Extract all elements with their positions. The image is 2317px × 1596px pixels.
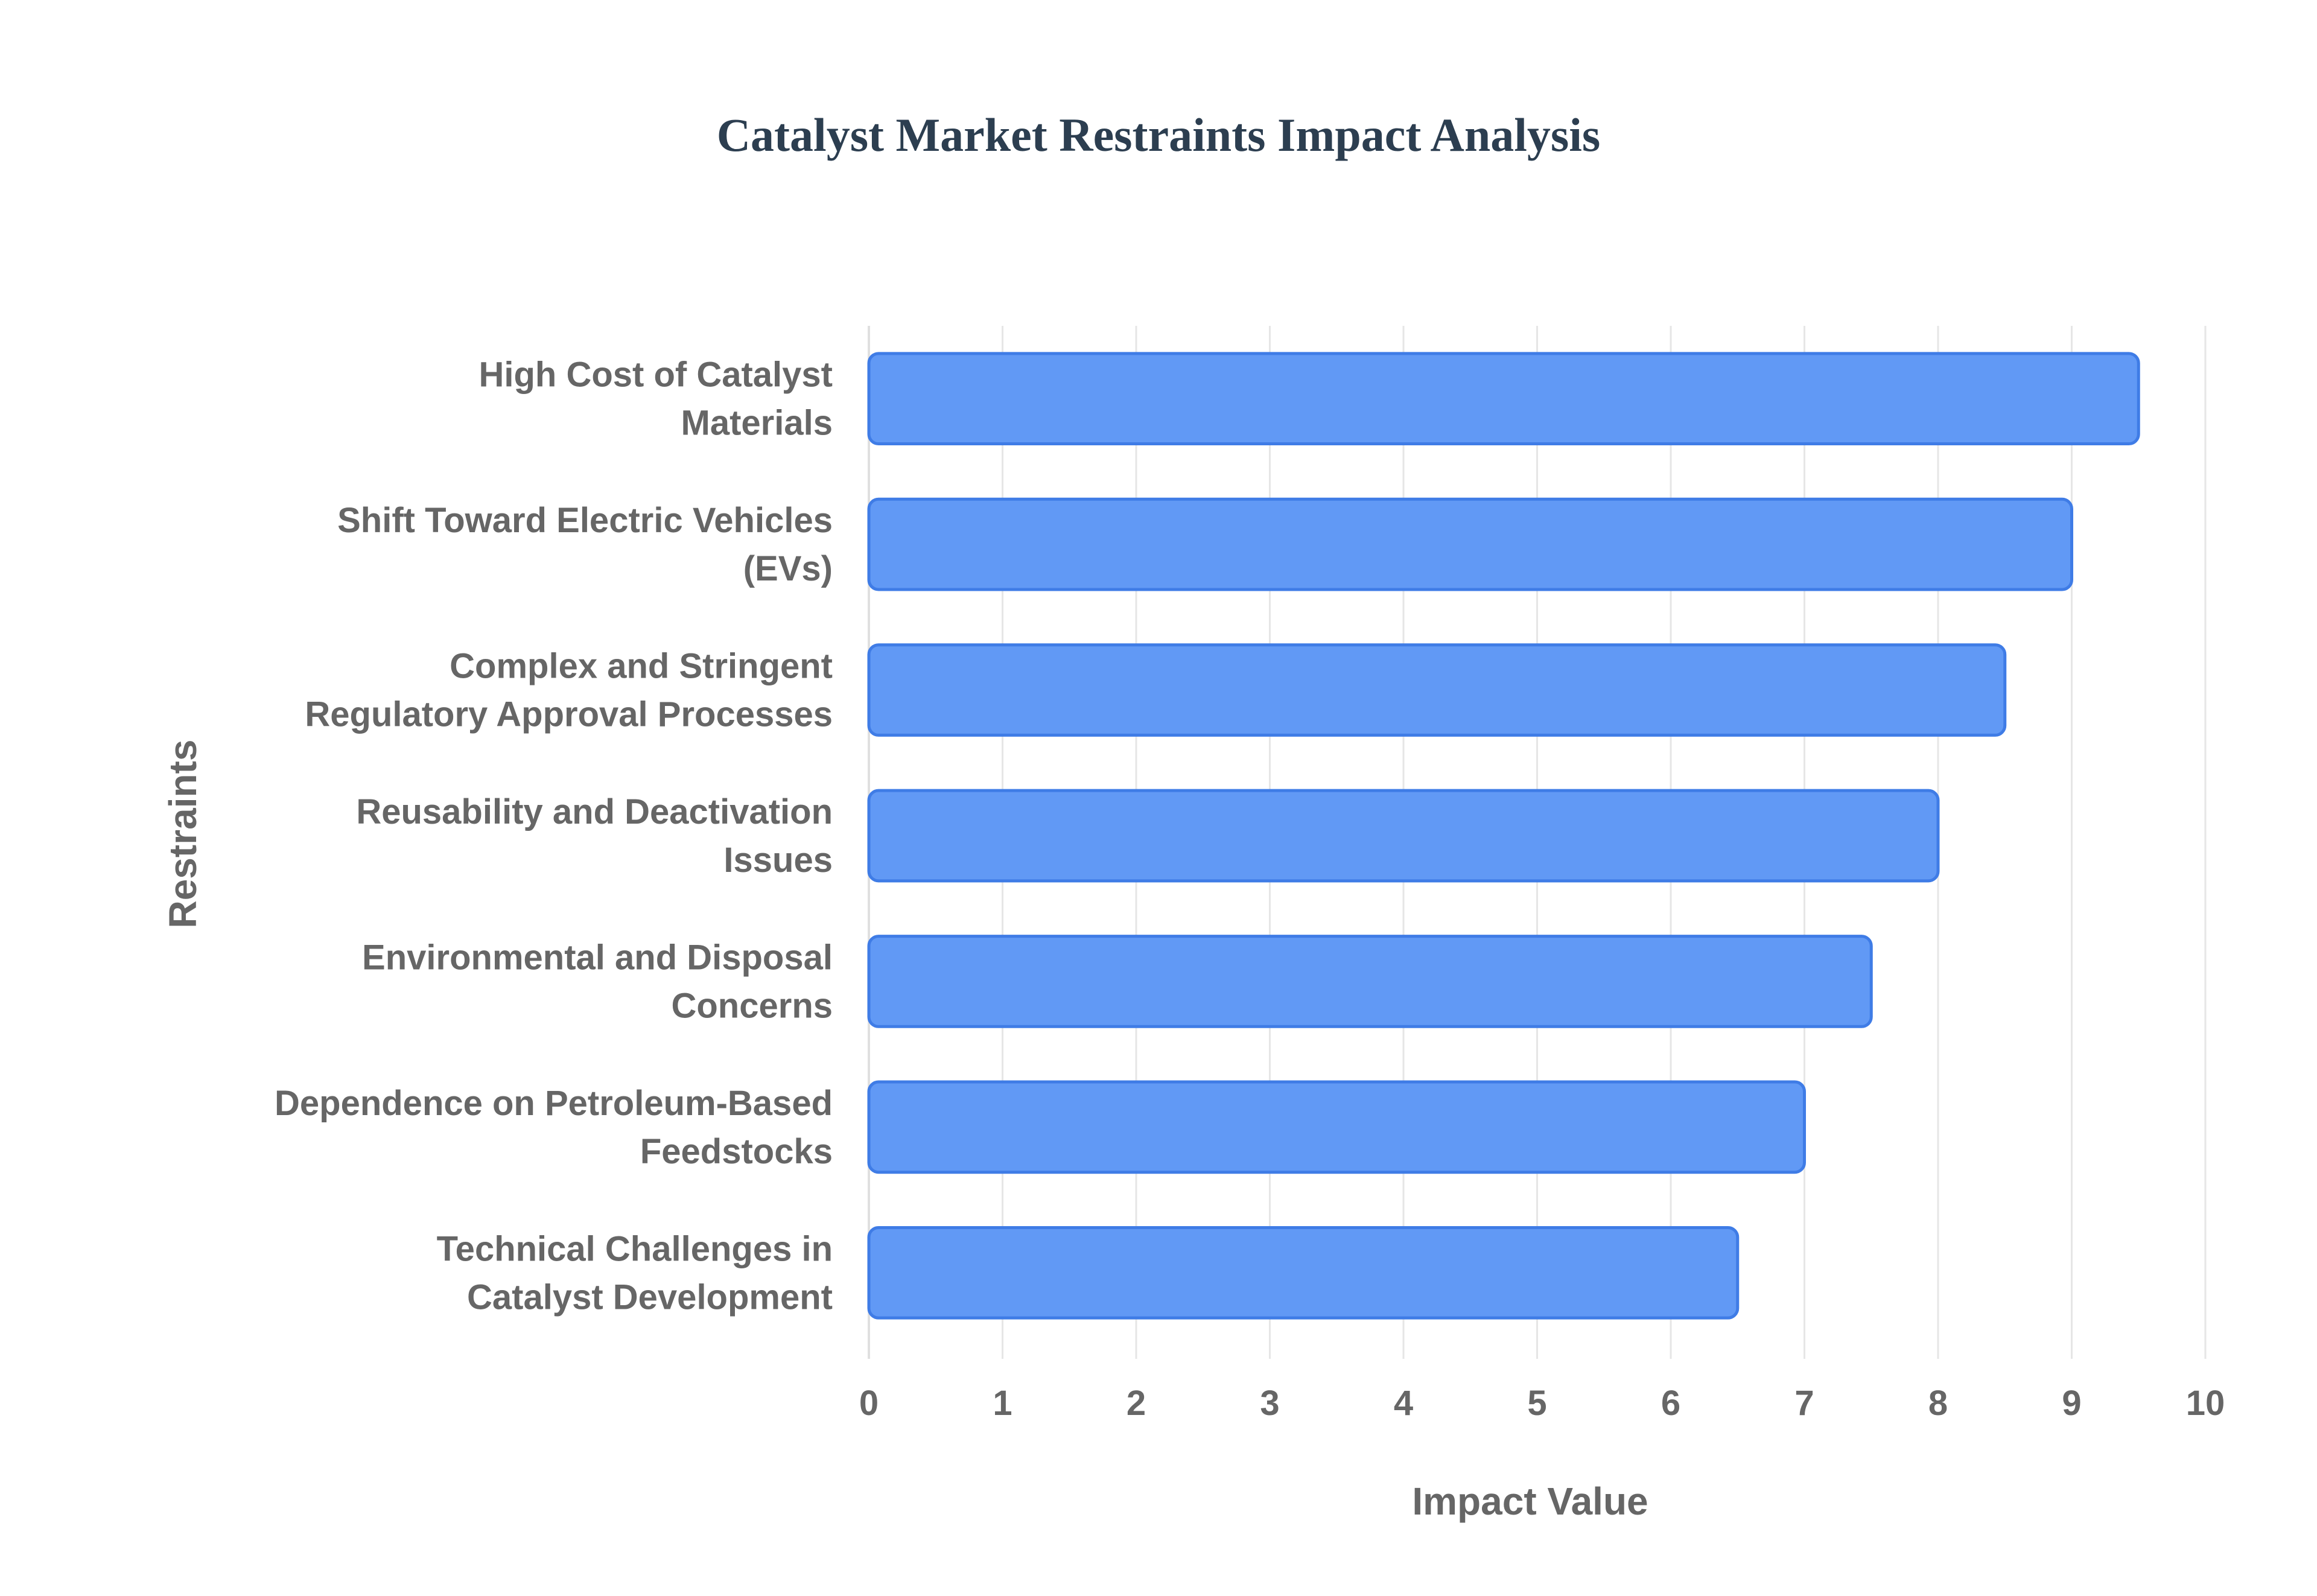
bar [867,352,2140,446]
x-tick-label: 3 [1260,1384,1279,1423]
bar [867,1080,1806,1174]
category-label: Complex and Stringent Regulatory Approval… [305,647,833,734]
category-label: High Cost of Catalyst Materials [479,355,833,443]
x-tick-label: 0 [859,1384,879,1423]
x-tick-label: 4 [1394,1384,1413,1423]
bars [867,352,2140,1320]
bar [867,789,1940,883]
x-tick-label: 5 [1527,1384,1546,1423]
category-label: Technical Challenges in Catalyst Developm… [437,1229,833,1317]
category-label: Reusability and Deactivation Issues [356,792,833,880]
y-axis-title: Restraints [161,740,205,929]
y-axis-categories: High Cost of Catalyst Materials Shift Towa… [275,355,833,1317]
bar [867,643,2007,737]
x-tick-label: 1 [993,1384,1012,1423]
x-tick-label: 9 [2062,1384,2081,1423]
x-axis-ticks: 0 1 2 3 4 5 6 7 8 9 10 [859,1384,2225,1423]
x-tick-label: 6 [1661,1384,1680,1423]
bar [867,497,2073,591]
bar [867,1226,1740,1320]
x-tick-label: 7 [1794,1384,1814,1423]
x-tick-label: 10 [2186,1384,2225,1423]
x-tick-label: 8 [1928,1384,1948,1423]
chart-title: Catalyst Market Restraints Impact Analys… [717,109,1601,161]
x-tick-label: 2 [1127,1384,1146,1423]
category-label: Environmental and Disposal Concerns [362,938,833,1025]
category-label: Dependence on Petroleum-Based Feedstocks [275,1084,833,1171]
x-axis-title: Impact Value [1412,1480,1648,1523]
bar [867,935,1873,1028]
category-label: Shift Toward Electric Vehicles (EVs) [337,501,833,588]
